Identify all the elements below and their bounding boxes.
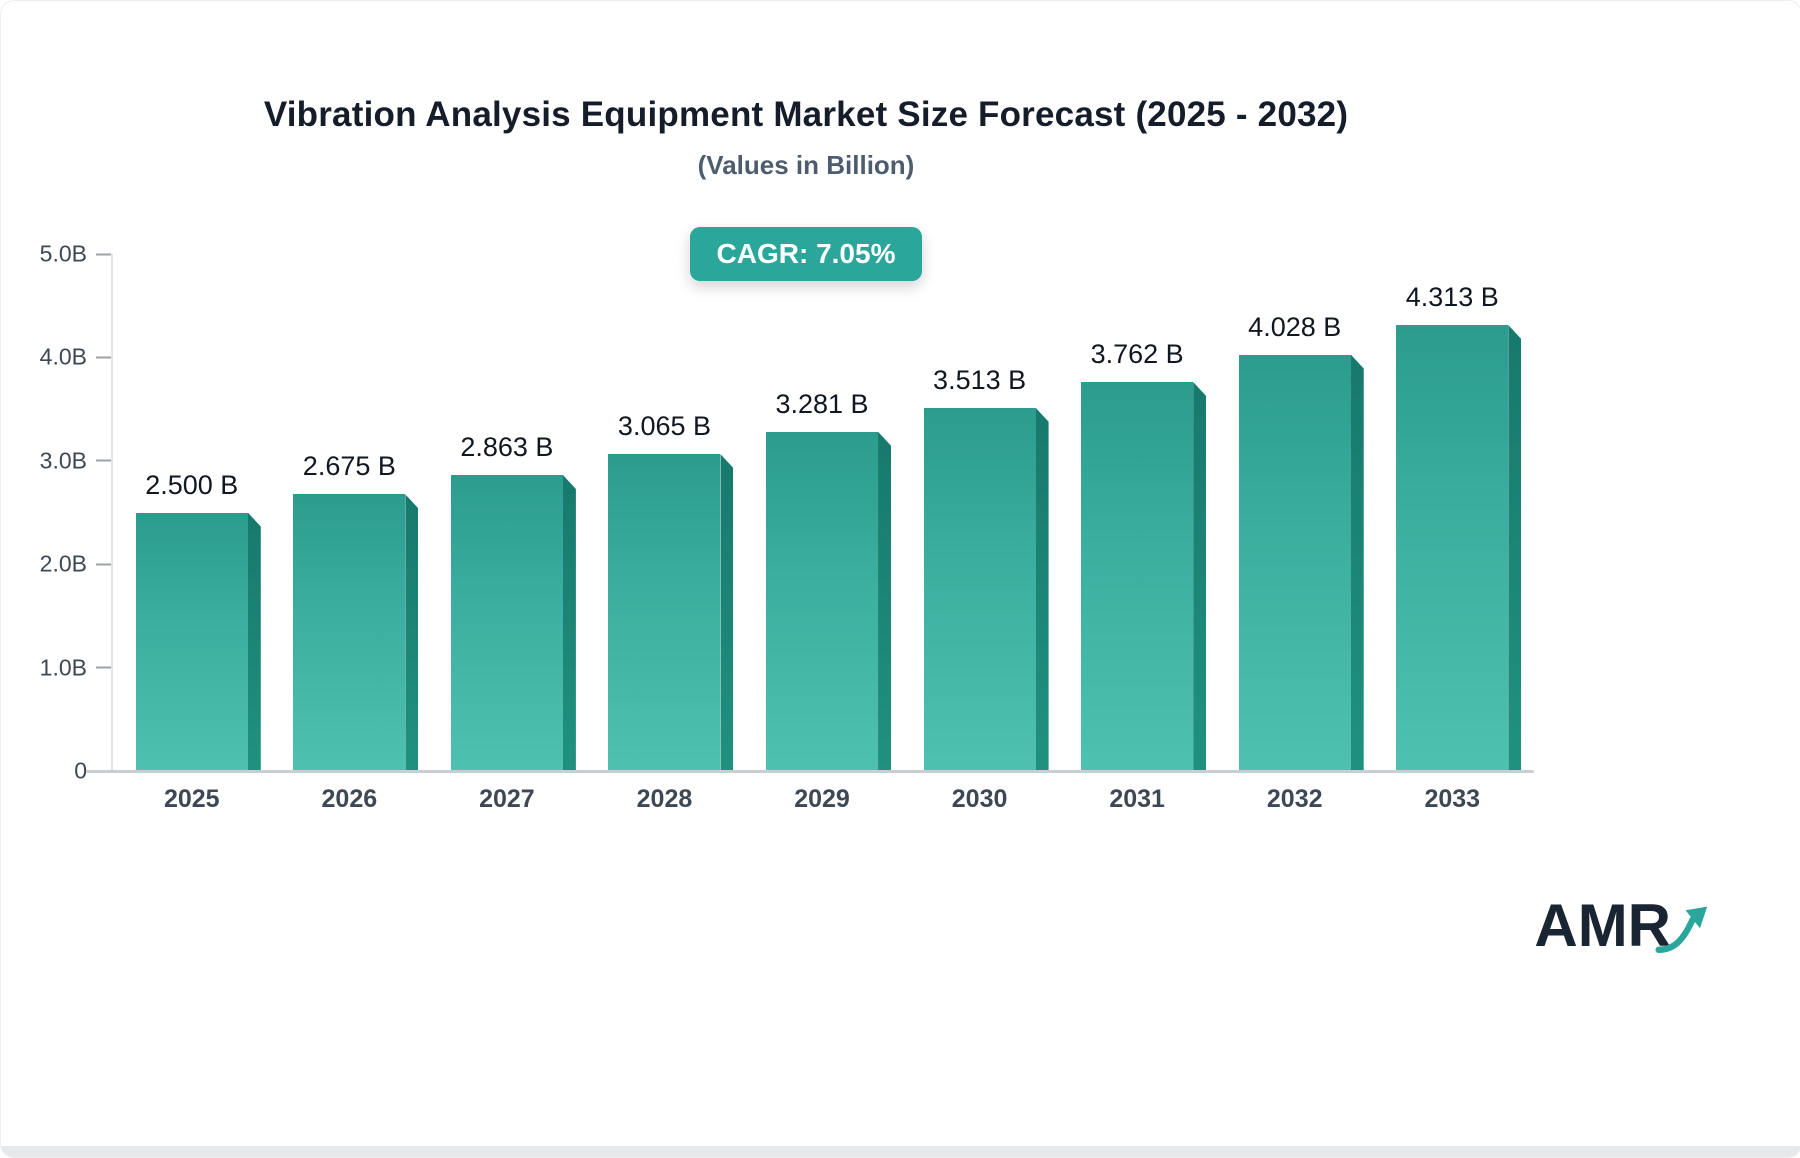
bar-column-2025: 2.500 B: [113, 254, 271, 771]
bar-column-2027: 2.863 B: [428, 254, 586, 771]
bar-side-shadow: [720, 454, 734, 771]
bar-2025: [135, 512, 261, 771]
y-axis-line: [111, 254, 113, 772]
bar-value-label-2029: 3.281 B: [775, 388, 869, 419]
y-tick-2.0B: 2.0B: [40, 551, 111, 578]
y-tick-mark: [96, 459, 111, 462]
chart-subtitle: (Values in Billion): [697, 150, 915, 180]
y-tick-4.0B: 4.0B: [40, 344, 111, 371]
bar-column-2031: 3.762 B: [1058, 254, 1216, 771]
x-axis-label-2027: 2027: [479, 785, 535, 813]
bar-column-2030: 3.513 B: [901, 254, 1059, 771]
x-axis-label-2028: 2028: [636, 785, 693, 813]
bar-face: [923, 407, 1036, 771]
bar-value-label-2027: 2.863 B: [460, 431, 554, 462]
bar-column-2032: 4.028 B: [1216, 254, 1374, 771]
bar-face: [1238, 354, 1351, 771]
bar-face: [135, 512, 248, 771]
y-tick-mark: [96, 253, 111, 255]
bottom-scrollbar: [1, 1146, 1800, 1157]
y-tick-label: 2.0B: [39, 550, 87, 577]
bar-value-label-2026: 2.675 B: [302, 451, 396, 482]
bar-2032: [1238, 354, 1364, 771]
bar-side-shadow: [1193, 382, 1207, 771]
y-tick-label: 4.0B: [39, 343, 87, 370]
bar-side-shadow: [878, 431, 892, 771]
bar-column-2026: 2.675 B: [271, 254, 429, 771]
amr-logo-text: AMR: [1534, 892, 1671, 959]
bar-side-shadow: [1350, 354, 1364, 771]
bar-column-2028: 3.065 B: [586, 254, 744, 771]
bar-2026: [293, 494, 419, 771]
amr-logo: AMR: [1534, 891, 1709, 960]
bar-2031: [1081, 382, 1207, 771]
y-tick-label: 1.0B: [39, 654, 87, 681]
growth-arrow-icon: [1655, 906, 1708, 953]
bar-value-label-2031: 3.762 B: [1090, 339, 1184, 370]
x-axis-label-2030: 2030: [951, 785, 1008, 813]
bar-2029: [766, 431, 892, 771]
y-tick-mark: [96, 563, 111, 566]
y-tick-1.0B: 1.0B: [40, 654, 111, 681]
y-tick-label: 3.0B: [39, 447, 87, 474]
bar-2028: [608, 454, 734, 771]
x-axis: 2025 2026 2027 2028 2029 2030 2031 2032 2033: [113, 785, 1531, 814]
x-axis-label-2033: 2033: [1424, 785, 1481, 813]
y-tick-label: 0: [74, 757, 87, 784]
bar-side-shadow: [562, 474, 576, 771]
cagr-badge-row: CAGR: 7.05%: [1, 227, 1611, 281]
y-tick-mark: [96, 666, 111, 669]
bar-value-label-2033: 4.313 B: [1405, 282, 1499, 313]
x-axis-label-2025: 2025: [163, 785, 220, 813]
bar-2033: [1396, 325, 1522, 771]
y-tick-label: 5.0B: [39, 240, 87, 267]
x-axis-label-2029: 2029: [794, 785, 850, 813]
cagr-badge: CAGR: 7.05%: [689, 227, 923, 281]
bar-side-shadow: [247, 512, 261, 771]
bar-column-2029: 3.281 B: [743, 254, 901, 771]
bar-side-shadow: [1035, 407, 1049, 771]
bar-face: [608, 454, 721, 771]
x-axis-label-2031: 2031: [1109, 785, 1165, 813]
bar-value-label-2030: 3.513 B: [933, 364, 1027, 395]
bar-face: [450, 474, 563, 771]
bar-face: [766, 431, 879, 771]
bar-side-shadow: [1508, 325, 1522, 771]
bar-column-2033: 4.313 B: [1374, 254, 1532, 771]
bar-value-label-2028: 3.065 B: [617, 411, 711, 442]
y-tick-mark: [96, 356, 111, 359]
bar-value-label-2032: 4.028 B: [1248, 311, 1342, 342]
chart-title: Vibration Analysis Equipment Market Size…: [263, 95, 1349, 134]
x-axis-line: [86, 770, 1534, 773]
bar-side-shadow: [405, 494, 419, 771]
bar-face: [293, 494, 406, 771]
plot-area: 2.500 B 2.675 B 2.863 B 3.065 B 3.281 B 3.513…: [113, 254, 1531, 771]
x-axis-label-2032: 2032: [1266, 785, 1323, 813]
y-axis: 5.0B 4.0B 3.0B 2.0B 1.0B 0: [17, 241, 111, 784]
bar-face: [1396, 325, 1509, 771]
bar-2030: [923, 407, 1049, 771]
x-axis-label-2026: 2026: [321, 785, 378, 813]
bar-2027: [450, 474, 576, 771]
y-tick-3.0B: 3.0B: [40, 447, 111, 474]
bar-value-label-2025: 2.500 B: [145, 469, 239, 500]
bar-face: [1081, 382, 1194, 771]
y-tick-5.0B: 5.0B: [40, 241, 111, 268]
